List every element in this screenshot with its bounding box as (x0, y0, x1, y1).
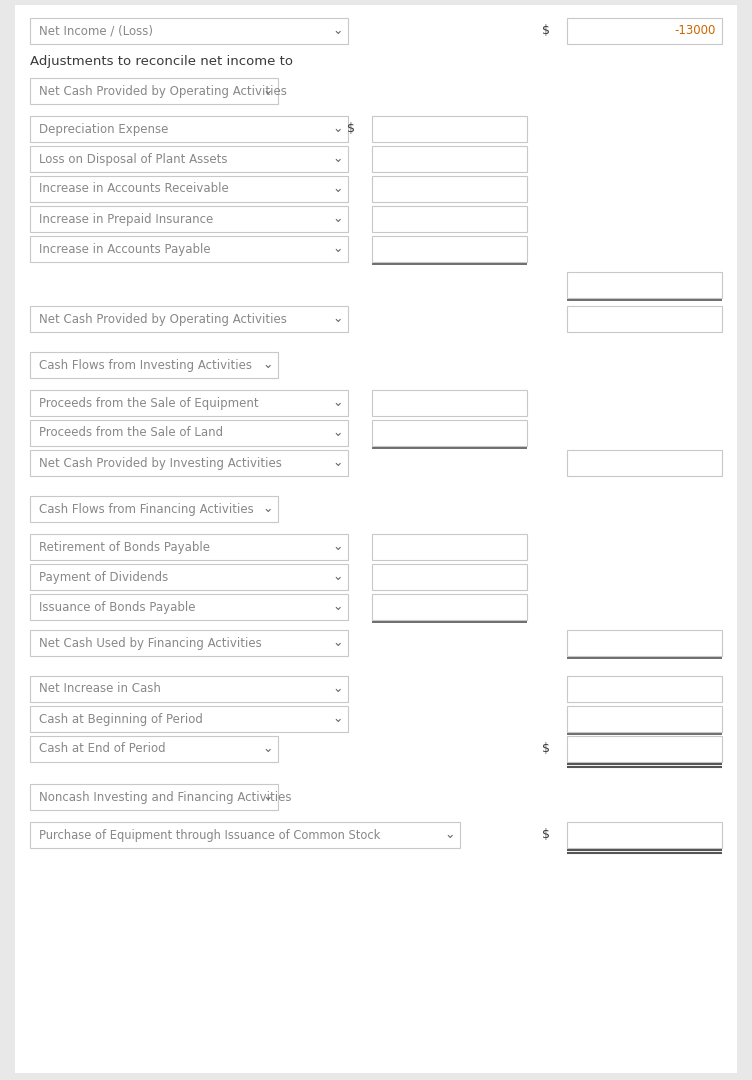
Text: Adjustments to reconcile net income to: Adjustments to reconcile net income to (30, 54, 293, 67)
Text: Proceeds from the Sale of Equipment: Proceeds from the Sale of Equipment (39, 396, 259, 409)
FancyBboxPatch shape (30, 706, 348, 732)
FancyBboxPatch shape (30, 630, 348, 656)
FancyBboxPatch shape (372, 564, 527, 590)
Text: Increase in Accounts Receivable: Increase in Accounts Receivable (39, 183, 229, 195)
Text: ⌄: ⌄ (332, 636, 343, 649)
Text: Net Income / (Loss): Net Income / (Loss) (39, 25, 153, 38)
Text: ⌄: ⌄ (262, 359, 273, 372)
Text: ⌄: ⌄ (332, 570, 343, 583)
FancyBboxPatch shape (567, 18, 722, 44)
FancyBboxPatch shape (567, 306, 722, 332)
FancyBboxPatch shape (567, 706, 722, 732)
FancyBboxPatch shape (372, 420, 527, 446)
Text: ⌄: ⌄ (262, 84, 273, 97)
Text: Increase in Accounts Payable: Increase in Accounts Payable (39, 243, 211, 256)
FancyBboxPatch shape (30, 450, 348, 476)
Text: ⌄: ⌄ (332, 600, 343, 613)
Text: Loss on Disposal of Plant Assets: Loss on Disposal of Plant Assets (39, 152, 228, 165)
Text: ⌄: ⌄ (332, 540, 343, 553)
FancyBboxPatch shape (30, 735, 278, 762)
FancyBboxPatch shape (30, 116, 348, 141)
FancyBboxPatch shape (30, 206, 348, 232)
Text: $: $ (542, 828, 550, 841)
Text: ⌄: ⌄ (332, 683, 343, 696)
Text: Cash Flows from Financing Activities: Cash Flows from Financing Activities (39, 502, 253, 515)
FancyBboxPatch shape (30, 237, 348, 262)
FancyBboxPatch shape (567, 676, 722, 702)
FancyBboxPatch shape (372, 594, 527, 620)
FancyBboxPatch shape (372, 146, 527, 172)
FancyBboxPatch shape (30, 390, 348, 416)
Text: ⌄: ⌄ (332, 396, 343, 409)
Text: Issuance of Bonds Payable: Issuance of Bonds Payable (39, 600, 196, 613)
Text: Payment of Dividends: Payment of Dividends (39, 570, 168, 583)
Text: ⌄: ⌄ (332, 122, 343, 135)
Text: ⌄: ⌄ (332, 25, 343, 38)
Text: Cash Flows from Investing Activities: Cash Flows from Investing Activities (39, 359, 252, 372)
Text: Net Increase in Cash: Net Increase in Cash (39, 683, 161, 696)
Text: ⌄: ⌄ (332, 713, 343, 726)
Text: -13000: -13000 (675, 25, 716, 38)
FancyBboxPatch shape (567, 630, 722, 656)
Text: Cash at Beginning of Period: Cash at Beginning of Period (39, 713, 203, 726)
Text: ⌄: ⌄ (332, 213, 343, 226)
Text: $: $ (542, 743, 550, 756)
FancyBboxPatch shape (30, 822, 460, 848)
FancyBboxPatch shape (372, 534, 527, 561)
FancyBboxPatch shape (372, 206, 527, 232)
Text: Retirement of Bonds Payable: Retirement of Bonds Payable (39, 540, 210, 553)
FancyBboxPatch shape (567, 450, 722, 476)
FancyBboxPatch shape (30, 18, 348, 44)
FancyBboxPatch shape (30, 420, 348, 446)
FancyBboxPatch shape (30, 176, 348, 202)
FancyBboxPatch shape (15, 5, 737, 1074)
FancyBboxPatch shape (372, 176, 527, 202)
Text: ⌄: ⌄ (332, 243, 343, 256)
Text: ⌄: ⌄ (444, 828, 455, 841)
Text: ⌄: ⌄ (332, 152, 343, 165)
FancyBboxPatch shape (30, 146, 348, 172)
Text: ⌄: ⌄ (332, 183, 343, 195)
Text: Net Cash Provided by Operating Activities: Net Cash Provided by Operating Activitie… (39, 312, 287, 325)
Text: Purchase of Equipment through Issuance of Common Stock: Purchase of Equipment through Issuance o… (39, 828, 381, 841)
Text: ⌄: ⌄ (332, 457, 343, 470)
FancyBboxPatch shape (30, 78, 278, 104)
FancyBboxPatch shape (372, 237, 527, 262)
FancyBboxPatch shape (372, 390, 527, 416)
FancyBboxPatch shape (30, 676, 348, 702)
FancyBboxPatch shape (30, 352, 278, 378)
FancyBboxPatch shape (30, 496, 278, 522)
FancyBboxPatch shape (372, 116, 527, 141)
FancyBboxPatch shape (30, 306, 348, 332)
Text: Proceeds from the Sale of Land: Proceeds from the Sale of Land (39, 427, 223, 440)
FancyBboxPatch shape (30, 594, 348, 620)
Text: Noncash Investing and Financing Activities: Noncash Investing and Financing Activiti… (39, 791, 292, 804)
FancyBboxPatch shape (30, 534, 348, 561)
Text: Cash at End of Period: Cash at End of Period (39, 743, 165, 756)
Text: ⌄: ⌄ (262, 743, 273, 756)
Text: $: $ (542, 25, 550, 38)
Text: $: $ (347, 122, 355, 135)
Text: ⌄: ⌄ (332, 427, 343, 440)
Text: Increase in Prepaid Insurance: Increase in Prepaid Insurance (39, 213, 214, 226)
FancyBboxPatch shape (567, 735, 722, 762)
Text: Net Cash Provided by Operating Activities: Net Cash Provided by Operating Activitie… (39, 84, 287, 97)
Text: ⌄: ⌄ (332, 312, 343, 325)
Text: Net Cash Provided by Investing Activities: Net Cash Provided by Investing Activitie… (39, 457, 282, 470)
FancyBboxPatch shape (567, 822, 722, 848)
FancyBboxPatch shape (30, 564, 348, 590)
Text: ⌄: ⌄ (262, 502, 273, 515)
Text: Depreciation Expense: Depreciation Expense (39, 122, 168, 135)
FancyBboxPatch shape (30, 784, 278, 810)
Text: ⌄: ⌄ (262, 791, 273, 804)
FancyBboxPatch shape (567, 272, 722, 298)
Text: Net Cash Used by Financing Activities: Net Cash Used by Financing Activities (39, 636, 262, 649)
